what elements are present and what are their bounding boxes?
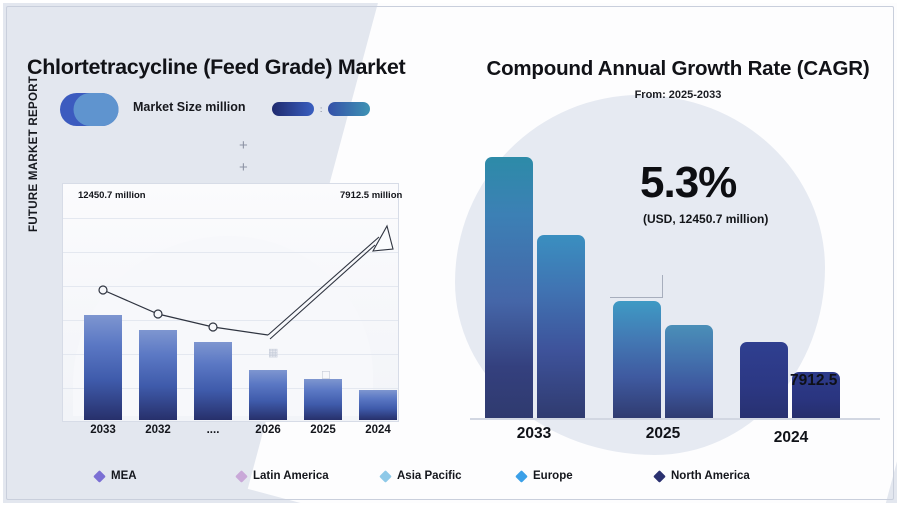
bar-2024-secondary bbox=[792, 372, 840, 420]
legend-label: Europe bbox=[533, 470, 573, 482]
bar-2033-primary bbox=[485, 157, 533, 420]
plus-marker-1: + bbox=[239, 137, 248, 154]
cagr-note: (USD, 12450.7 million) bbox=[643, 212, 769, 226]
left-panel: Chlortetracycline (Feed Grade) Market Ma… bbox=[27, 55, 406, 444]
gridline bbox=[63, 218, 398, 219]
left-chart-start-label: 12450.7 million bbox=[78, 190, 146, 201]
left-chart-end-label: 7912.5 million bbox=[340, 190, 403, 201]
legend-label: MEA bbox=[111, 470, 137, 482]
legend-item-europe[interactable]: Europe bbox=[515, 469, 573, 483]
legend-item-mea[interactable]: MEA bbox=[93, 469, 137, 483]
x-label-2033: 2033 bbox=[516, 425, 552, 442]
bar-2026 bbox=[249, 370, 287, 420]
x-label-4: 2025 bbox=[310, 424, 336, 436]
legend-item-asia-pacific[interactable]: Asia Pacific bbox=[379, 469, 462, 483]
diamond-icon bbox=[653, 469, 666, 483]
cagr-value: 5.3% bbox=[640, 158, 737, 207]
right-bar-series bbox=[450, 150, 900, 420]
bar-2025-secondary bbox=[665, 325, 713, 420]
left-x-axis-labels: 2033 2032 .... 2026 2025 2024 bbox=[62, 424, 397, 444]
bar-2033-secondary bbox=[537, 235, 585, 420]
gridline bbox=[63, 286, 398, 287]
cagr-title: Compound Annual Growth Rate (CAGR) bbox=[486, 57, 870, 80]
gridline bbox=[63, 320, 398, 321]
left-trend-overlay bbox=[62, 183, 397, 420]
left-bar-series bbox=[62, 183, 397, 420]
x-label-5: 2024 bbox=[365, 424, 391, 436]
header-pill-group: : bbox=[272, 102, 371, 116]
x-label-3: 2026 bbox=[255, 424, 281, 436]
bar-2025 bbox=[304, 379, 342, 420]
bar-2032 bbox=[139, 330, 177, 420]
market-size-label: Market Size million bbox=[133, 100, 246, 114]
pill-primary bbox=[272, 102, 314, 116]
legend-label: North America bbox=[671, 470, 750, 482]
bar-2033 bbox=[84, 315, 122, 420]
bar-2024 bbox=[359, 390, 397, 420]
diamond-icon bbox=[235, 469, 248, 483]
bar-mid bbox=[194, 342, 232, 420]
diamond-icon bbox=[515, 469, 528, 483]
faint-glyph-2: ☐ bbox=[321, 370, 331, 382]
legend-item-latin-america[interactable]: Latin America bbox=[235, 469, 329, 483]
pill-separator: : bbox=[320, 104, 323, 114]
legend: MEA Latin America Asia Pacific Europe No… bbox=[0, 462, 900, 490]
faint-glyph-1: ▦ bbox=[268, 347, 279, 359]
pill-secondary bbox=[328, 102, 371, 116]
right-axis-baseline bbox=[470, 418, 880, 420]
page-title: Chlortetracycline (Feed Grade) Market bbox=[27, 55, 406, 79]
value-data-label: 7912.5 bbox=[790, 372, 838, 389]
cagr-subtitle: From: 2025-2033 bbox=[634, 89, 722, 101]
y-axis-left-label: FUTURE MARKET REPORT bbox=[28, 75, 40, 232]
x-label-0: 2033 bbox=[90, 424, 116, 436]
gridline bbox=[63, 252, 398, 253]
market-size-hex-icon bbox=[60, 93, 125, 126]
diamond-icon bbox=[379, 469, 392, 483]
x-label-1: 2032 bbox=[145, 424, 171, 436]
diamond-icon bbox=[93, 469, 106, 483]
legend-label: Asia Pacific bbox=[397, 470, 462, 482]
plus-marker-2: + bbox=[239, 159, 248, 176]
legend-label: Latin America bbox=[253, 470, 329, 482]
decorative-l-shape bbox=[610, 275, 663, 298]
legend-item-north-america[interactable]: North America bbox=[653, 469, 750, 483]
bar-2024-primary bbox=[740, 342, 788, 420]
bar-2025-primary bbox=[613, 301, 661, 420]
x-label-2025: 2025 bbox=[645, 425, 681, 442]
right-panel: Compound Annual Growth Rate (CAGR) From:… bbox=[450, 0, 900, 506]
x-label-2: .... bbox=[206, 424, 220, 436]
x-label-2024: 2024 bbox=[773, 429, 809, 446]
